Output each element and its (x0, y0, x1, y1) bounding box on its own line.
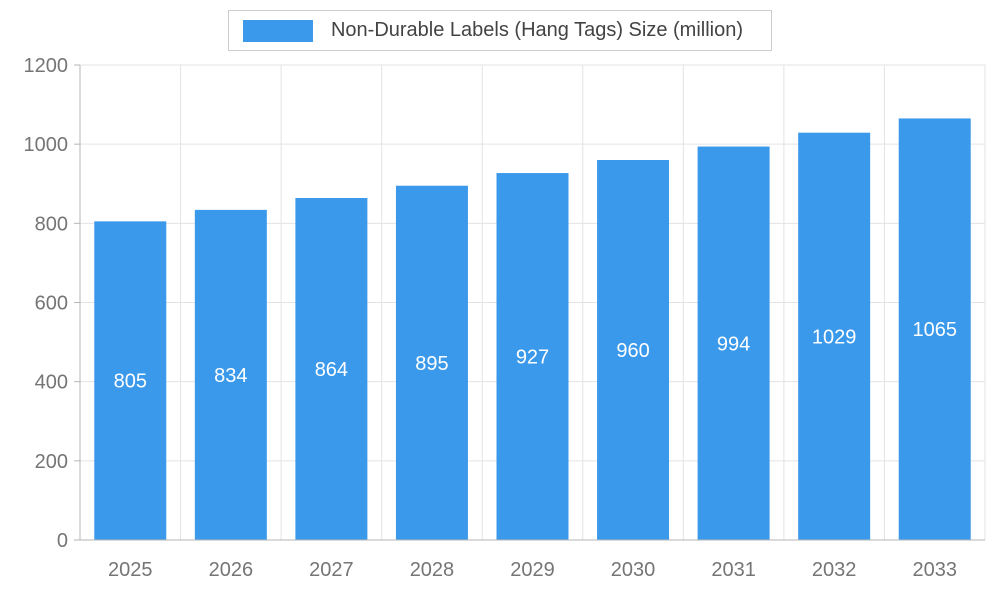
bar (94, 221, 167, 540)
bar (395, 185, 468, 540)
bar (496, 173, 569, 540)
x-axis-tick-label: 2030 (611, 559, 656, 581)
bar-value-label: 805 (114, 371, 147, 393)
legend-swatch (242, 19, 313, 42)
legend-label: Non-Durable Labels (Hang Tags) Size (mil… (330, 19, 744, 41)
bar (898, 118, 971, 540)
x-axis-tick-label: 2027 (309, 559, 354, 581)
bar (194, 209, 267, 540)
bar (597, 160, 670, 540)
x-axis-tick-label: 2029 (510, 559, 555, 581)
y-axis-tick-label: 400 (35, 372, 68, 394)
bar-value-label: 834 (214, 365, 247, 387)
y-axis-tick-label: 200 (35, 451, 68, 473)
y-axis-tick-label: 0 (57, 530, 68, 552)
bar-value-label: 960 (616, 340, 649, 362)
x-axis-tick-label: 2033 (912, 559, 957, 581)
chart-legend: Non-Durable Labels (Hang Tags) Size (mil… (227, 10, 773, 51)
x-axis-tick-label: 2025 (108, 559, 153, 581)
bar-value-label: 864 (315, 359, 348, 381)
bar (697, 146, 770, 540)
x-axis-tick-label: 2028 (410, 559, 455, 581)
x-axis-tick-label: 2031 (711, 559, 756, 581)
bar-value-label: 895 (415, 353, 448, 375)
y-axis-tick-label: 800 (35, 213, 68, 235)
x-axis-tick-label: 2026 (209, 559, 254, 581)
y-axis-tick-label: 600 (35, 293, 68, 315)
bar-value-label: 1029 (812, 326, 857, 348)
y-axis-tick-label: 1200 (24, 55, 69, 77)
bar-value-label: 1065 (912, 319, 957, 341)
bar-value-label: 927 (516, 347, 549, 369)
bar (798, 132, 871, 540)
x-axis-tick-label: 2032 (812, 559, 857, 581)
bar (295, 198, 368, 540)
y-axis-tick-label: 1000 (24, 134, 69, 156)
bar-value-label: 994 (717, 333, 750, 355)
